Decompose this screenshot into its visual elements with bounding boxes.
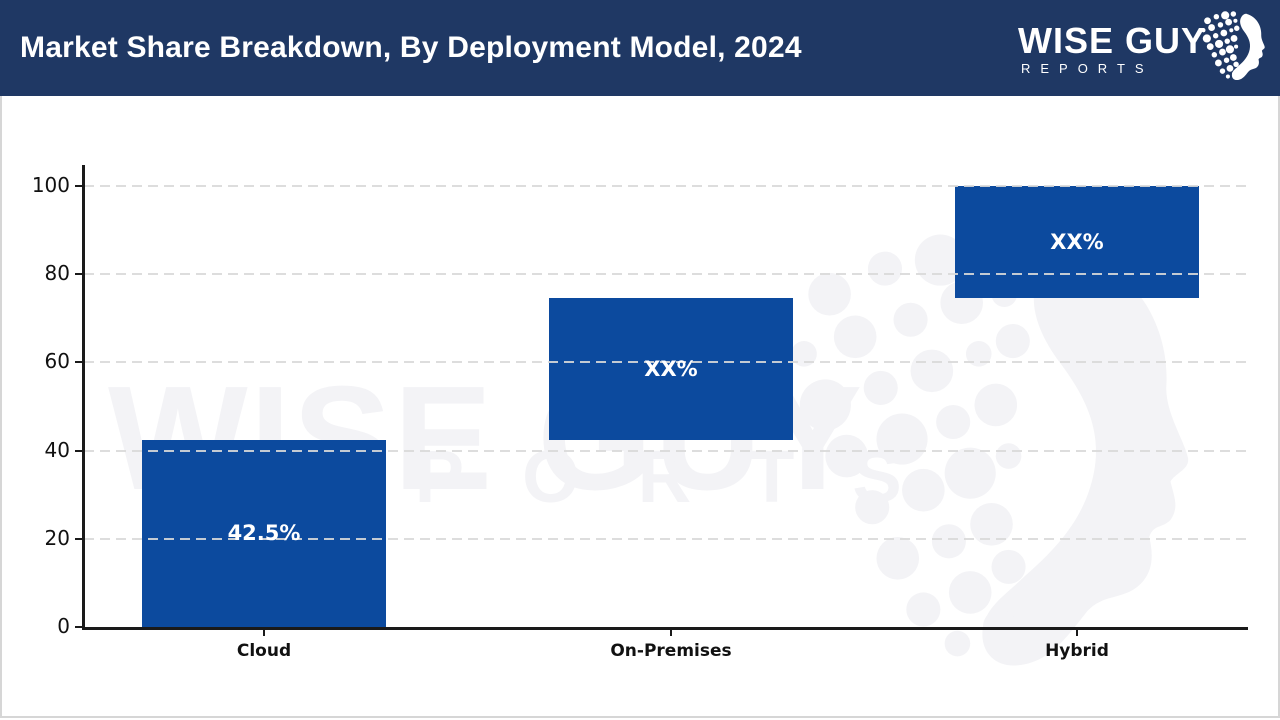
logo-subtext: REPORTS xyxy=(1018,61,1206,76)
y-tick-label-0: 0 xyxy=(0,614,70,638)
page: Market Share Breakdown, By Deployment Mo… xyxy=(0,0,1280,720)
bar-value-label: XX% xyxy=(1050,230,1103,254)
y-tick-100 xyxy=(75,185,83,187)
y-tick-80 xyxy=(75,273,83,275)
x-tick-on-premises xyxy=(670,629,672,636)
y-tick-20 xyxy=(75,538,83,540)
bar-value-label: XX% xyxy=(644,357,697,381)
plot-area: 0 20 40 60 80 100 42.5% Cloud XX% On-Premises XX% H… xyxy=(0,96,1280,720)
bar-label-box-hybrid: XX% xyxy=(955,186,1199,298)
y-tick-label-40: 40 xyxy=(0,438,70,462)
y-tick-label-20: 20 xyxy=(0,526,70,550)
left-edge-line xyxy=(0,96,2,718)
bar-value-label: 42.5% xyxy=(228,521,301,545)
y-tick-60 xyxy=(75,361,83,363)
y-tick-0 xyxy=(75,626,83,628)
y-tick-label-100: 100 xyxy=(0,173,70,197)
bar-label-box-on-premises: XX% xyxy=(549,298,793,439)
logo-text: WISE GUY REPORTS xyxy=(1018,23,1206,76)
y-tick-label-80: 80 xyxy=(0,261,70,285)
x-tick-cloud xyxy=(263,629,265,636)
x-tick-hybrid xyxy=(1076,629,1078,636)
header-bar: Market Share Breakdown, By Deployment Mo… xyxy=(0,0,1280,96)
wiseguy-logo: WISE GUY REPORTS xyxy=(1008,6,1266,92)
y-axis-line xyxy=(82,165,85,629)
x-axis-line xyxy=(82,627,1248,630)
y-tick-label-60: 60 xyxy=(0,349,70,373)
wiseguy-face-icon xyxy=(1198,9,1266,89)
bottom-edge-line xyxy=(0,716,1280,718)
bar-label-box-cloud: 42.5% xyxy=(142,440,386,627)
y-tick-40 xyxy=(75,450,83,452)
x-category-label-cloud: Cloud xyxy=(144,641,384,661)
logo-wordmark: WISE GUY xyxy=(1018,23,1206,59)
chart-title: Market Share Breakdown, By Deployment Mo… xyxy=(0,31,802,65)
x-category-label-hybrid: Hybrid xyxy=(957,641,1197,661)
x-category-label-on-premises: On-Premises xyxy=(551,641,791,661)
